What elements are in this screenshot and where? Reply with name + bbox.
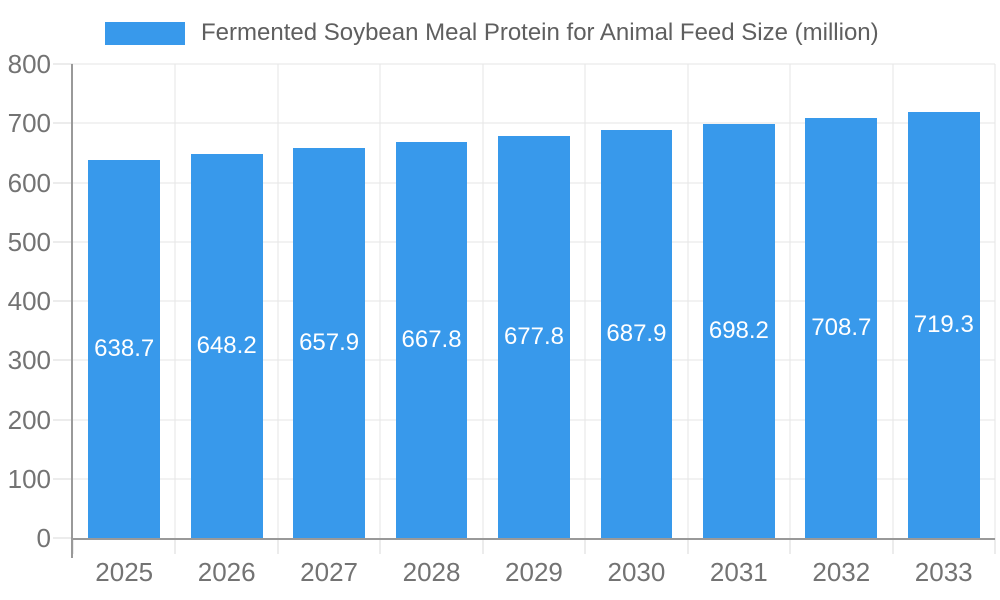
bar-value-label: 719.3	[913, 310, 974, 338]
gridline-vertical	[379, 64, 381, 538]
gridline-vertical	[277, 64, 279, 538]
gridline-vertical	[994, 64, 996, 538]
y-axis-tick-label: 0	[36, 523, 51, 553]
gridline-horizontal	[73, 122, 995, 124]
y-axis-tick	[53, 478, 73, 480]
gridline-horizontal	[73, 63, 995, 65]
bar: 657.9	[293, 148, 365, 538]
bar-value-label: 648.2	[196, 331, 257, 359]
x-axis-tick-label: 2033	[914, 557, 973, 587]
y-axis-tick-label: 400	[7, 286, 51, 316]
legend-label: Fermented Soybean Meal Protein for Anima…	[201, 19, 879, 46]
x-axis-tick	[482, 538, 484, 554]
bar: 667.8	[395, 142, 468, 538]
bar: 708.7	[805, 118, 878, 538]
x-axis-tick	[72, 538, 74, 554]
x-axis-tick-label: 2031	[709, 557, 768, 587]
y-axis-tick	[53, 359, 73, 361]
bar: 687.9	[600, 130, 673, 538]
gridline-vertical	[482, 64, 484, 538]
x-axis-tick	[277, 538, 279, 554]
y-axis-tick	[53, 122, 73, 124]
plot-area: 638.7 648.2 657.9 667.8 677.8 687.9 698.2 708.7…	[53, 63, 996, 558]
x-axis-tick	[174, 538, 176, 554]
x-axis-line	[71, 538, 995, 540]
y-axis-tick	[53, 537, 73, 539]
y-axis-line	[71, 64, 73, 558]
gridline-vertical	[174, 64, 176, 538]
x-axis-tick-label: 2029	[505, 557, 563, 587]
bar-value-label: 698.2	[708, 317, 769, 345]
x-axis-tick	[379, 538, 381, 554]
bar: 638.7	[88, 159, 161, 538]
y-axis-tick-label: 300	[7, 345, 51, 376]
legend: Fermented Soybean Meal Protein for Anima…	[105, 19, 879, 47]
x-axis-tick-label: 2028	[402, 557, 461, 587]
x-axis-tick-label: 2032	[812, 557, 871, 587]
bar-value-label: 667.8	[401, 326, 462, 354]
y-axis-tick-label: 500	[7, 226, 51, 257]
gridline-vertical	[687, 64, 689, 538]
bar: 648.2	[190, 153, 263, 538]
y-axis-tick	[53, 300, 73, 302]
bar-value-label: 657.9	[299, 329, 360, 357]
x-axis-tick	[584, 538, 586, 554]
x-axis-tick-label: 2027	[300, 557, 359, 587]
x-axis-tick-label: 2026	[197, 557, 256, 587]
bar: 719.3	[907, 111, 980, 538]
legend-swatch	[105, 21, 185, 45]
x-axis-tick	[687, 538, 689, 554]
bar: 698.2	[703, 124, 775, 538]
gridline-vertical	[584, 64, 586, 538]
x-axis-tick	[789, 538, 791, 554]
y-axis-tick-label: 700	[7, 108, 51, 139]
y-axis-tick	[53, 419, 73, 420]
x-axis-labels: 2025 2026 2027 2028 2029 2030 2031 2032 2033	[73, 556, 995, 588]
bar-value-label: 708.7	[811, 314, 872, 342]
x-axis-tick	[994, 538, 996, 554]
bar: 677.8	[498, 136, 570, 538]
x-axis-tick-label: 2030	[607, 557, 666, 587]
x-axis-tick-label: 2025	[95, 557, 154, 587]
bar-value-label: 638.7	[94, 334, 155, 362]
y-axis-tick-label: 200	[7, 404, 51, 435]
y-axis-tick	[53, 182, 73, 183]
gridline-vertical	[789, 64, 791, 538]
y-axis-tick-label: 600	[7, 167, 51, 198]
x-axis-tick	[892, 538, 894, 554]
bar-value-label: 687.9	[606, 320, 667, 348]
y-axis-tick-label: 100	[7, 463, 51, 494]
y-axis-labels: 0 100 200 300 400 500 600 700 800	[0, 51, 51, 551]
y-axis-tick	[53, 241, 73, 243]
y-axis-tick	[53, 63, 73, 65]
bar-value-label: 677.8	[503, 323, 565, 351]
y-axis-tick-label: 800	[7, 49, 51, 79]
gridline-vertical	[892, 64, 894, 538]
